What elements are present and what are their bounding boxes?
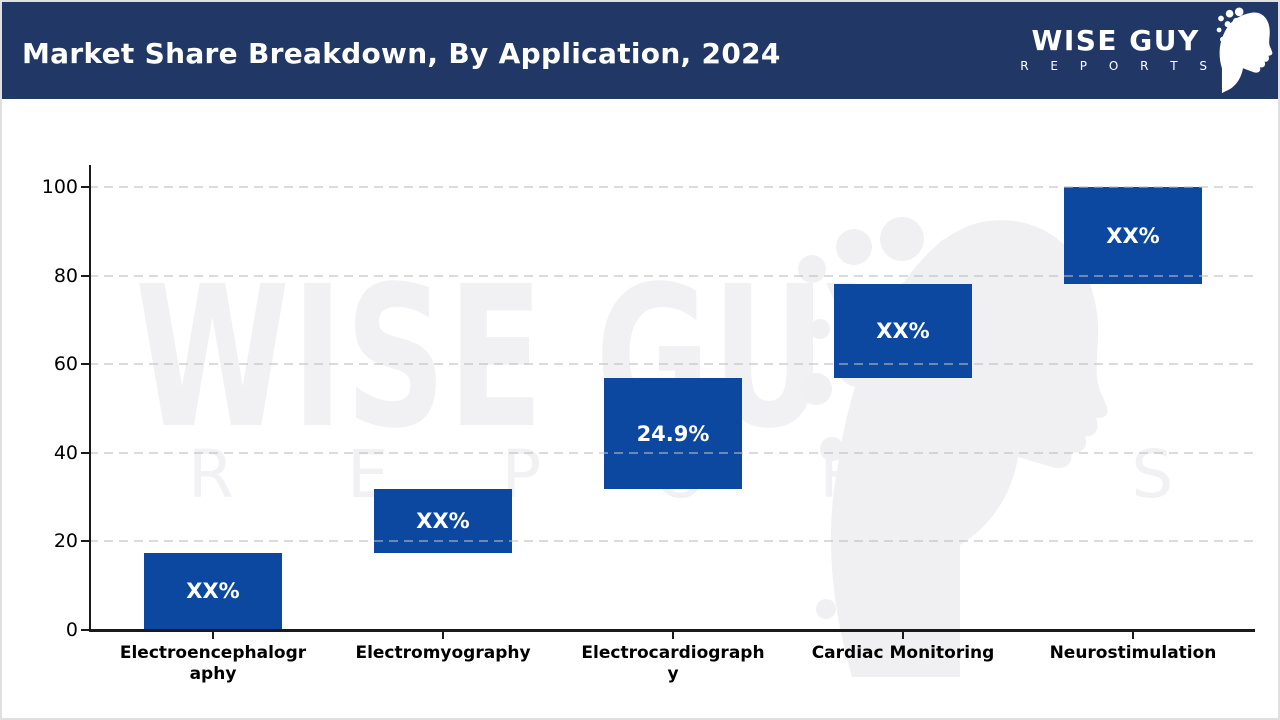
x-axis-tick [1132,632,1134,639]
y-axis-tick [81,186,89,188]
bar-value-label: XX% [876,319,930,344]
watermark-wise-guy: WISE GUY [135,244,931,471]
x-axis-category-label: Electrocardiograph y [581,643,765,684]
y-axis-tick [81,540,89,543]
header-bar: Market Share Breakdown, By Application, … [2,2,1278,99]
y-axis-tick-label: 80 [53,264,78,287]
y-axis-tick-label: 20 [53,530,78,553]
logo-text: WISE GUY R E P O R T S [1015,24,1216,74]
bar-segment: XX% [1064,187,1202,285]
y-axis-tick-label: 40 [53,441,78,464]
x-axis-category-label: Electroencephalogr aphy [119,643,307,684]
gridline [89,186,1255,188]
y-axis-tick [81,274,89,277]
logo-wise-guy-text: WISE GUY [1031,24,1200,57]
x-axis-tick [442,632,444,639]
x-axis-line [89,629,1255,632]
gridline [89,363,1255,366]
x-axis-tick [902,632,904,639]
bar-value-label: XX% [1106,223,1160,248]
y-axis-tick [81,629,89,631]
y-axis-tick [81,363,89,366]
x-axis-tick [672,632,674,639]
bar-segment: 24.9% [604,378,742,489]
y-axis-tick-label: 100 [41,176,78,198]
bar-value-label: XX% [416,508,470,533]
gridline [89,540,1255,543]
chart-title: Market Share Breakdown, By Application, … [22,37,781,70]
x-axis-category-label: Electromyography [355,643,531,663]
bar-segment: XX% [834,284,972,379]
wise-guy-reports-logo: WISE GUY R E P O R T S [1008,2,1274,99]
logo-reports-text: R E P O R T S [1020,59,1216,73]
y-axis-tick-label: 0 [65,619,78,641]
y-axis-line [89,165,91,631]
bar-value-label: XX% [186,579,240,604]
x-axis-category-label: Neurostimulation [1049,643,1217,663]
bar-segment: XX% [374,488,512,553]
gridline [89,451,1255,454]
logo-face-icon [1216,7,1273,94]
bar-segment: XX% [144,552,282,630]
y-axis-tick [81,451,89,454]
x-axis-category-label: Cardiac Monitoring [811,643,995,663]
x-axis-tick [212,632,214,639]
y-axis-tick-label: 60 [53,353,78,376]
gridline [89,274,1255,277]
bar-value-label: 24.9% [636,421,710,446]
